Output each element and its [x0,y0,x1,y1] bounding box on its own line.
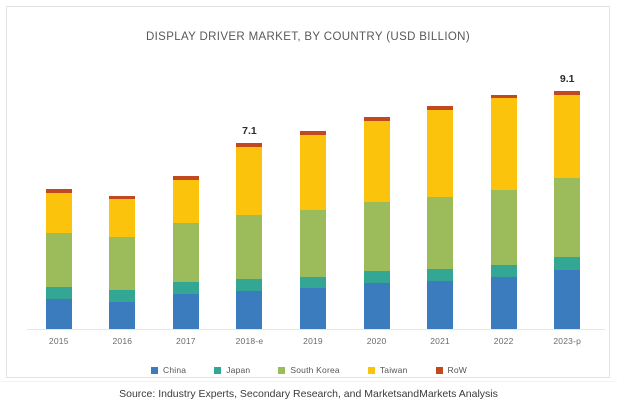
bar-segment-japan[interactable] [236,279,263,292]
legend-swatch-icon [214,366,222,374]
legend-item-japan[interactable]: Japan [214,365,250,375]
bar-segment-south-korea[interactable] [236,215,263,280]
x-tick-label: 2020 [366,336,387,346]
bar-segment-japan[interactable] [363,271,390,284]
bar-column[interactable] [45,188,72,329]
bar-segment-china[interactable] [427,280,454,329]
bar-segment-row[interactable] [236,143,263,147]
bar-column[interactable] [109,196,136,329]
bar-column[interactable]: 9.1 [554,73,581,329]
bar-segment-japan[interactable] [172,281,199,294]
legend-label: Japan [226,365,251,375]
bar-segment-row[interactable] [490,94,517,99]
chart-frame: DISPLAY DRIVER MARKET, BY COUNTRY (USD B… [6,6,610,378]
bar-segment-south-korea[interactable] [172,222,199,282]
x-tick-label: 2018-e [235,336,264,346]
x-tick-label: 2016 [112,336,133,346]
x-axis-tick-labels: 2015 2016 2017 2018-e 2019 2020 2021 2022 2023-p [27,336,599,352]
bar-segment-south-korea[interactable] [554,178,581,257]
bar-segment-row[interactable] [172,175,199,180]
bar-segment-row[interactable] [363,116,390,121]
bar-column[interactable] [363,116,390,329]
bar-segment-japan[interactable] [300,276,326,289]
footer-separator [0,381,617,382]
bar-segment-south-korea[interactable] [109,237,136,290]
bar-segment-row[interactable] [45,188,72,193]
bar-segment-china[interactable] [363,283,390,329]
x-tick-label: 2022 [493,336,514,346]
chart-title: DISPLAY DRIVER MARKET, BY COUNTRY (USD B… [145,31,471,43]
bar-segment-taiwan[interactable] [427,110,454,197]
legend-item-china[interactable]: China [150,365,187,375]
bar-segment-china[interactable] [45,298,72,329]
legend-label: RoW [447,365,468,375]
x-tick-label: 2019 [303,336,323,346]
bar-segment-south-korea[interactable] [300,209,326,277]
x-tick-label: 2023-p [553,336,582,346]
bar-segment-japan[interactable] [427,268,454,281]
legend-swatch-icon [150,366,158,374]
bar-column[interactable] [300,131,326,329]
legend-label: Taiwan [379,365,408,375]
bar-column[interactable]: 7.1 [236,125,263,329]
bar-segment-taiwan[interactable] [236,146,263,216]
x-tick-label: 2017 [176,336,196,346]
bar-segment-row[interactable] [300,131,326,136]
legend-item-south-korea[interactable]: South Korea [278,365,340,375]
bar-segment-taiwan[interactable] [45,192,72,234]
bar-segment-taiwan[interactable] [300,135,326,210]
bar-segment-taiwan[interactable] [363,120,390,202]
x-tick-label: 2021 [430,336,450,346]
bar-segment-row[interactable] [109,196,136,200]
bar-segment-china[interactable] [236,291,263,329]
legend-label: South Korea [290,365,340,375]
legend-swatch-icon [435,366,443,374]
legend-item-taiwan[interactable]: Taiwan [367,365,408,375]
legend-swatch-icon [278,366,286,374]
bar-segment-taiwan[interactable] [109,199,136,238]
bar-segment-china[interactable] [300,288,326,329]
bar-column[interactable] [490,94,517,329]
bar-segment-japan[interactable] [554,256,581,271]
source-note: Source: Industry Experts, Secondary Rese… [119,388,498,400]
bar-segment-china[interactable] [109,301,136,329]
bar-segment-south-korea[interactable] [427,196,454,269]
chart-legend: China Japan South Korea Taiwan RoW [7,365,611,375]
bar-segment-japan[interactable] [490,264,517,277]
legend-label: China [162,365,187,375]
bar-segment-japan[interactable] [109,289,136,302]
bar-segment-taiwan[interactable] [554,94,581,179]
bar-segment-china[interactable] [490,276,517,329]
bar-segment-china[interactable] [554,270,581,329]
bar-segment-south-korea[interactable] [363,201,390,272]
bar-segment-row[interactable] [427,106,454,111]
bar-segment-china[interactable] [172,293,199,329]
bar-column[interactable] [427,106,454,329]
legend-swatch-icon [367,366,375,374]
x-axis-baseline [27,329,605,330]
x-tick-label: 2015 [48,336,69,346]
bar-column[interactable] [172,175,199,329]
bar-segment-japan[interactable] [45,287,72,299]
bar-segment-south-korea[interactable] [45,233,72,288]
legend-item-row[interactable]: RoW [435,365,468,375]
bar-segment-row[interactable] [554,90,581,95]
plot-area: 7.1 9.1 [27,67,599,329]
bar-segment-taiwan[interactable] [490,98,517,191]
bar-segment-south-korea[interactable] [490,190,517,265]
bar-segment-taiwan[interactable] [172,179,199,223]
bar-value-label: 7.1 [242,124,257,137]
bar-value-label: 9.1 [559,72,575,85]
